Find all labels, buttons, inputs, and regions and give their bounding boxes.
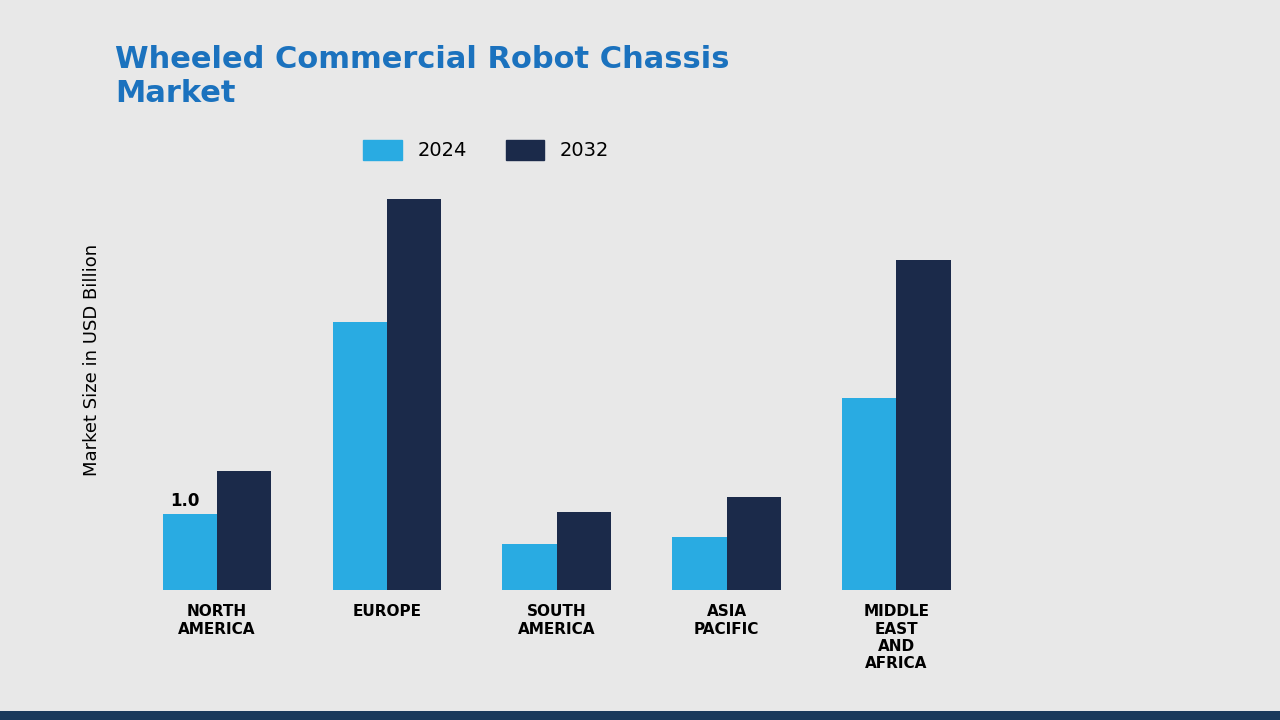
Bar <box>896 260 951 590</box>
Bar <box>387 199 442 590</box>
Bar <box>163 513 218 590</box>
Bar <box>672 536 727 590</box>
Legend: 2024, 2032: 2024, 2032 <box>353 130 620 170</box>
Bar <box>727 497 781 590</box>
Text: Wheeled Commercial Robot Chassis
Market: Wheeled Commercial Robot Chassis Market <box>115 45 730 108</box>
Bar <box>557 512 611 590</box>
Bar <box>218 472 271 590</box>
Bar <box>842 398 896 590</box>
Bar <box>333 322 387 590</box>
Y-axis label: Market Size in USD Billion: Market Size in USD Billion <box>83 244 101 476</box>
Text: 1.0: 1.0 <box>170 492 200 510</box>
Bar <box>503 544 557 590</box>
